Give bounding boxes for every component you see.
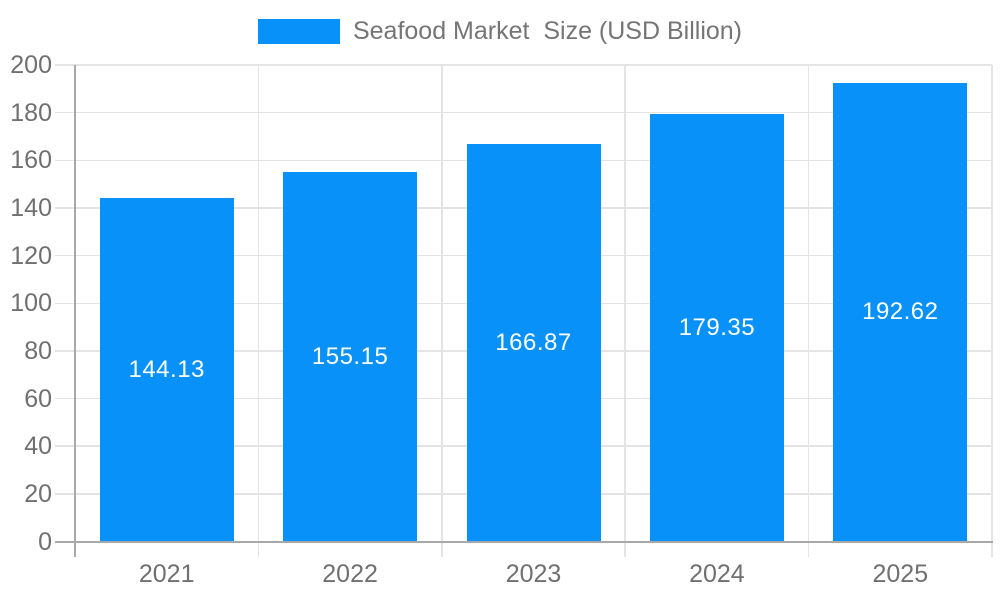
legend-swatch-icon (257, 18, 340, 44)
gridline-vertical (257, 65, 260, 557)
y-tick-label: 0 (38, 527, 52, 556)
bar-value-label: 155.15 (311, 342, 389, 370)
bar[interactable]: 155.15 (283, 171, 418, 542)
legend[interactable]: Seafood Market Size (USD Billion) (0, 14, 1000, 48)
x-tick-label: 2025 (872, 559, 929, 588)
bar[interactable]: 166.87 (466, 143, 601, 542)
y-tick-label: 160 (10, 146, 52, 175)
x-axis-line (55, 540, 993, 543)
bar-value-label: 144.13 (128, 355, 205, 383)
gridline-vertical (991, 65, 993, 557)
bar-value-label: 166.87 (495, 328, 572, 356)
bar[interactable]: 192.62 (833, 82, 968, 542)
y-tick-label: 60 (24, 384, 52, 413)
gridline-vertical (441, 65, 443, 557)
bar-value-label: 192.62 (862, 298, 939, 326)
y-tick-label: 200 (10, 51, 52, 79)
y-tick-label: 100 (10, 289, 52, 318)
y-axis-line (74, 65, 76, 557)
y-tick-label: 180 (10, 98, 52, 127)
x-tick-label: 2022 (322, 559, 378, 588)
y-tick-label: 120 (10, 241, 52, 270)
y-tick-label: 20 (24, 479, 52, 508)
bar-value-label: 179.35 (678, 313, 756, 341)
gridline-horizontal (55, 111, 992, 114)
x-tick-label: 2024 (689, 559, 745, 588)
legend-label: Seafood Market Size (USD Billion) (352, 16, 743, 45)
gridline-horizontal (55, 64, 992, 66)
y-tick-label: 80 (24, 336, 52, 365)
y-tick-label: 40 (24, 432, 52, 461)
gridline-vertical (624, 65, 626, 557)
bar[interactable]: 179.35 (649, 114, 784, 542)
y-tick-label: 140 (10, 193, 52, 222)
gridline-vertical (807, 65, 810, 557)
x-tick-label: 2021 (138, 559, 195, 588)
bar[interactable]: 144.13 (99, 198, 234, 542)
x-tick-label: 2023 (505, 559, 562, 588)
